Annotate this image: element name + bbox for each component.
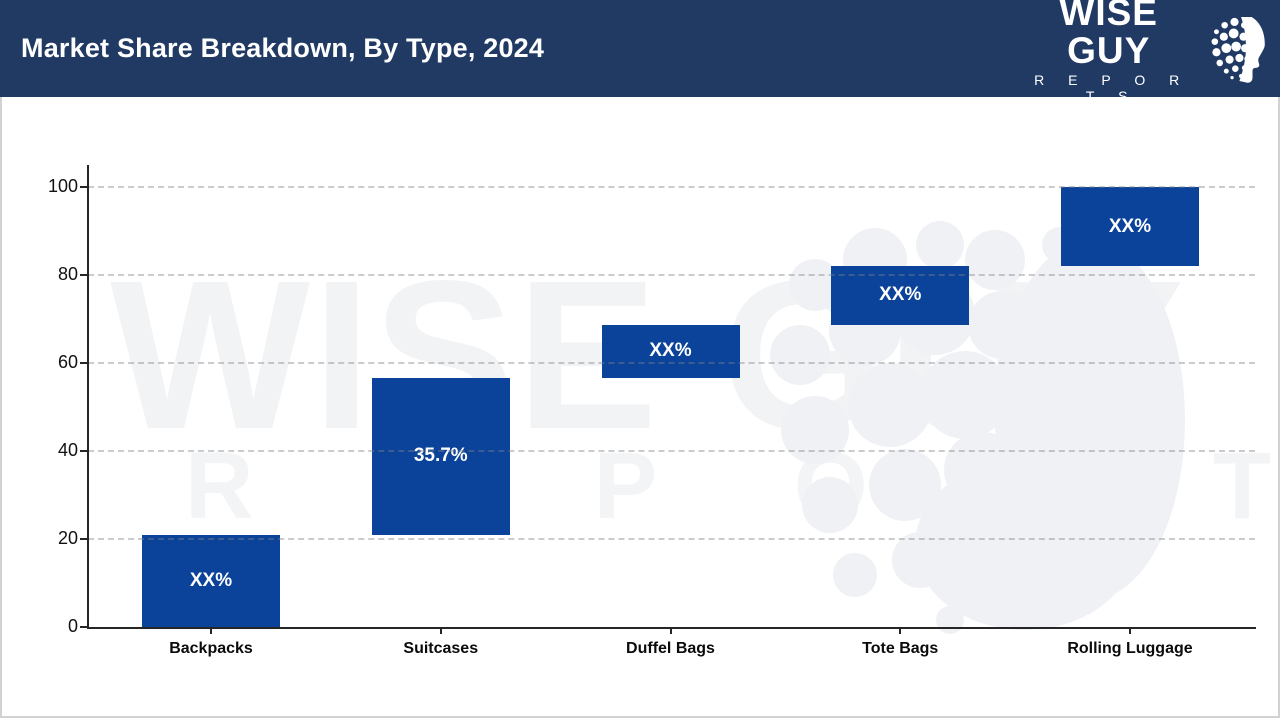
bar-value-label: XX% <box>189 569 233 591</box>
y-tick-mark-80 <box>80 274 88 276</box>
bar-value-label: XX% <box>649 340 692 362</box>
header-bar: Market Share Breakdown, By Type, 2024 WI… <box>0 0 1280 104</box>
bar-value-label: XX% <box>879 284 922 306</box>
bar-backpacks: XX% <box>142 534 280 627</box>
y-tick-label-40: 40 <box>57 440 78 460</box>
y-tick-label-100: 100 <box>47 176 78 196</box>
y-tick-mark-20 <box>80 538 88 540</box>
gridline-40 <box>88 450 1255 452</box>
watermark-head-icon <box>770 221 1185 634</box>
x-axis-spine <box>87 627 1256 629</box>
x-tick-mark-4 <box>1129 627 1131 634</box>
y-axis-spine <box>87 165 89 627</box>
logo-text: WISE GUY R E P O R T S <box>1016 0 1201 104</box>
x-tick-mark-1 <box>439 627 442 634</box>
y-tick-label-20: 20 <box>57 528 78 548</box>
bar-suitcases: 35.7% <box>371 377 510 535</box>
y-tick-mark-0 <box>80 626 88 628</box>
x-tick-mark-2 <box>669 627 672 634</box>
x-category-label: Duffel Bags <box>626 640 715 657</box>
logo-wordmark: WISE GUY <box>1059 0 1158 71</box>
y-tick-label-60: 60 <box>57 352 78 372</box>
x-category-label: Backpacks <box>169 640 253 657</box>
x-category-label: Suitcases <box>403 640 479 657</box>
logo-head-icon <box>1211 17 1266 83</box>
x-tick-mark-0 <box>210 627 212 634</box>
bar-tote-bags: XX% <box>831 266 970 325</box>
bar-value-label: 35.7% <box>413 445 468 467</box>
bar-duffel-bags: XX% <box>601 324 740 378</box>
y-tick-mark-100 <box>80 186 88 188</box>
bar-rolling-luggage: XX% <box>1061 187 1199 267</box>
chart-title: Market Share Breakdown, By Type, 2024 <box>21 33 545 63</box>
y-tick-mark-60 <box>80 362 88 364</box>
y-tick-label-80: 80 <box>57 264 78 284</box>
gridline-100 <box>88 186 1255 188</box>
x-tick-mark-3 <box>899 627 902 634</box>
gridline-80 <box>88 274 1255 276</box>
x-category-label: Rolling Luggage <box>1067 640 1193 657</box>
gridline-20 <box>88 538 1255 540</box>
y-tick-mark-40 <box>80 450 88 452</box>
gridline-60 <box>88 362 1255 364</box>
wise-guy-logo: WISE GUY R E P O R T S <box>1016 0 1266 104</box>
x-category-label: Tote Bags <box>862 640 939 657</box>
y-tick-label-0: 0 <box>67 616 78 636</box>
bar-value-label: XX% <box>1108 215 1152 237</box>
